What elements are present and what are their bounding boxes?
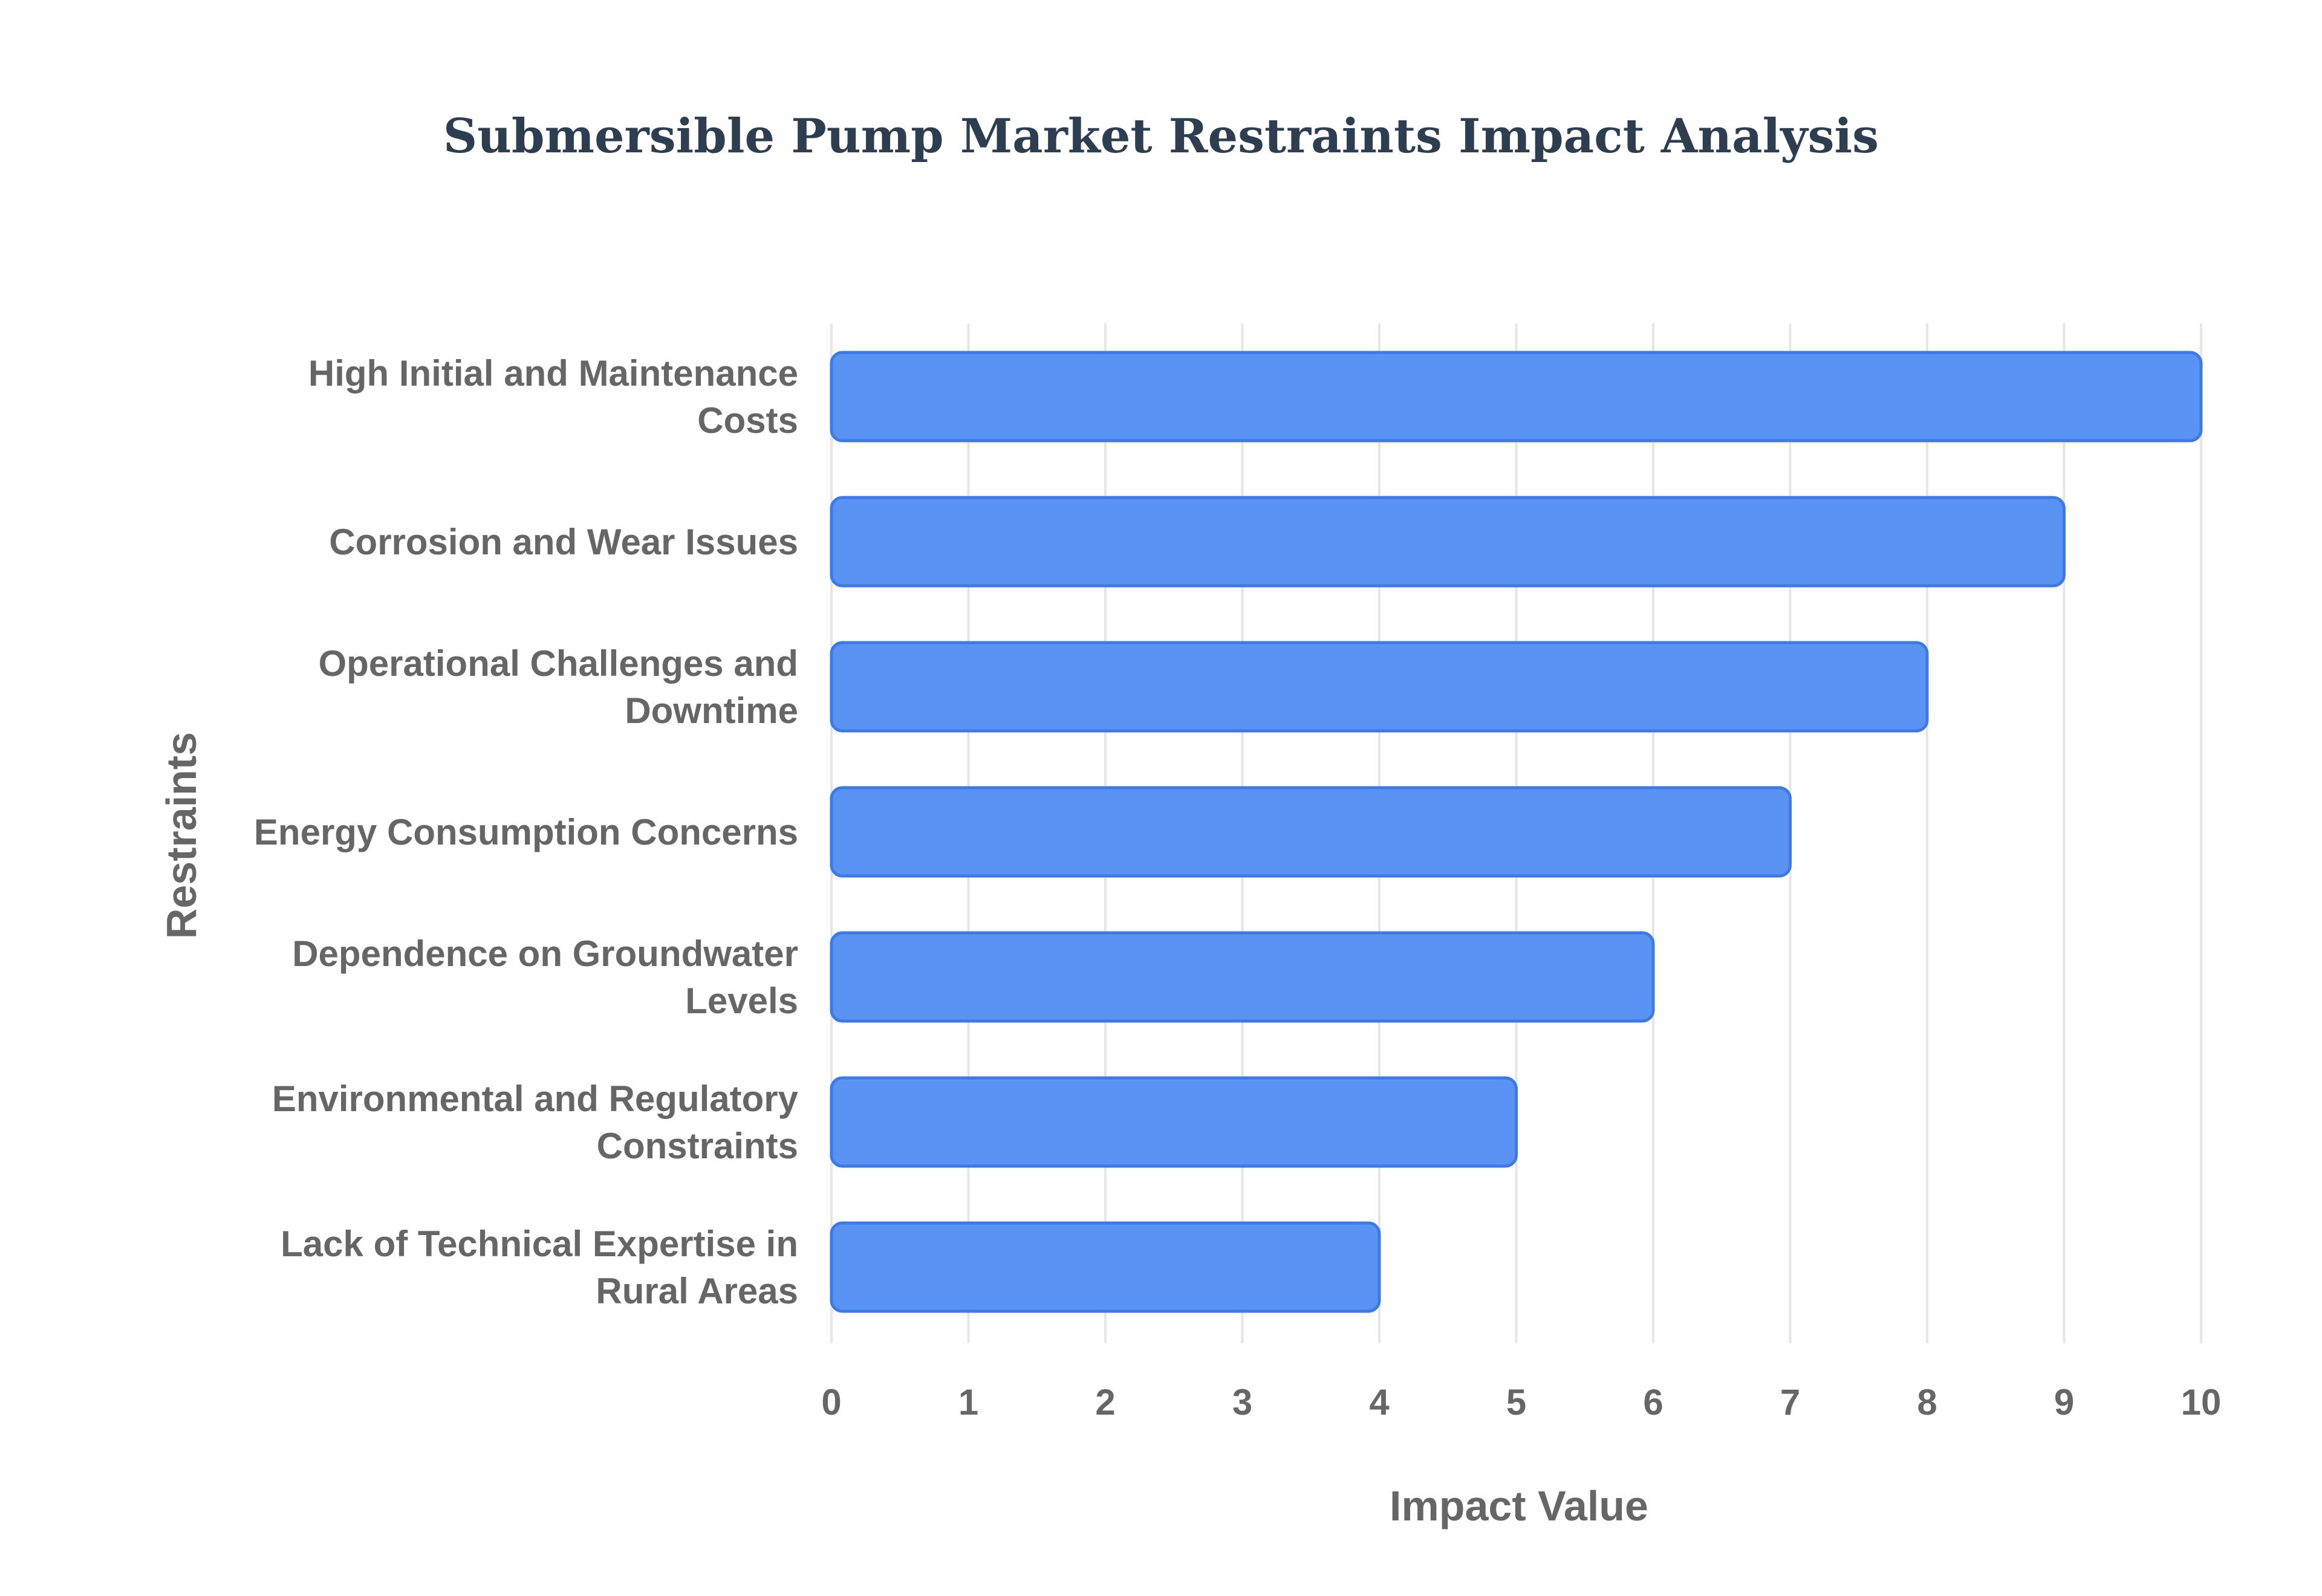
bar bbox=[830, 786, 1792, 878]
bar bbox=[830, 351, 2203, 443]
x-tick-label: 10 bbox=[2181, 1382, 2222, 1422]
category-label: Energy Consumption Concerns bbox=[254, 812, 798, 852]
bar bbox=[830, 641, 1929, 733]
x-tick-label: 9 bbox=[2054, 1382, 2074, 1422]
category-label: Lack of Technical Expertise in Rural Area… bbox=[281, 1224, 798, 1311]
x-axis-title: Impact Value bbox=[1390, 1482, 1648, 1529]
category-label: High Initial and Maintenance Costs bbox=[308, 353, 798, 441]
y-axis-title: Restraints bbox=[158, 732, 205, 939]
bar bbox=[830, 496, 2066, 588]
x-tick-labels: 0 1 2 3 4 5 6 7 8 9 10 bbox=[821, 1382, 2221, 1422]
category-label: Environmental and Regulatory Constraints bbox=[272, 1079, 799, 1166]
x-tick-label: 1 bbox=[958, 1382, 978, 1422]
x-tick-label: 7 bbox=[1780, 1382, 1800, 1422]
category-label: Corrosion and Wear Issues bbox=[329, 522, 798, 562]
category-labels: High Initial and Maintenance Costs Corrosi… bbox=[254, 353, 799, 1311]
category-label: Operational Challenges and Downtime bbox=[318, 643, 798, 731]
x-tick-label: 5 bbox=[1506, 1382, 1526, 1422]
x-tick-label: 4 bbox=[1369, 1382, 1390, 1422]
bar bbox=[830, 1221, 1381, 1313]
x-tick-label: 2 bbox=[1095, 1382, 1115, 1422]
x-tick-label: 0 bbox=[821, 1382, 841, 1422]
x-tick-label: 6 bbox=[1643, 1382, 1663, 1422]
x-tick-label: 3 bbox=[1232, 1382, 1252, 1422]
category-label: Dependence on Groundwater Levels bbox=[292, 933, 798, 1021]
x-tick-label: 8 bbox=[1917, 1382, 1937, 1422]
bar bbox=[830, 1076, 1518, 1168]
bars bbox=[830, 351, 2203, 1313]
chart-title: Submersible Pump Market Restraints Impac… bbox=[443, 109, 1879, 164]
bar bbox=[830, 931, 1655, 1023]
